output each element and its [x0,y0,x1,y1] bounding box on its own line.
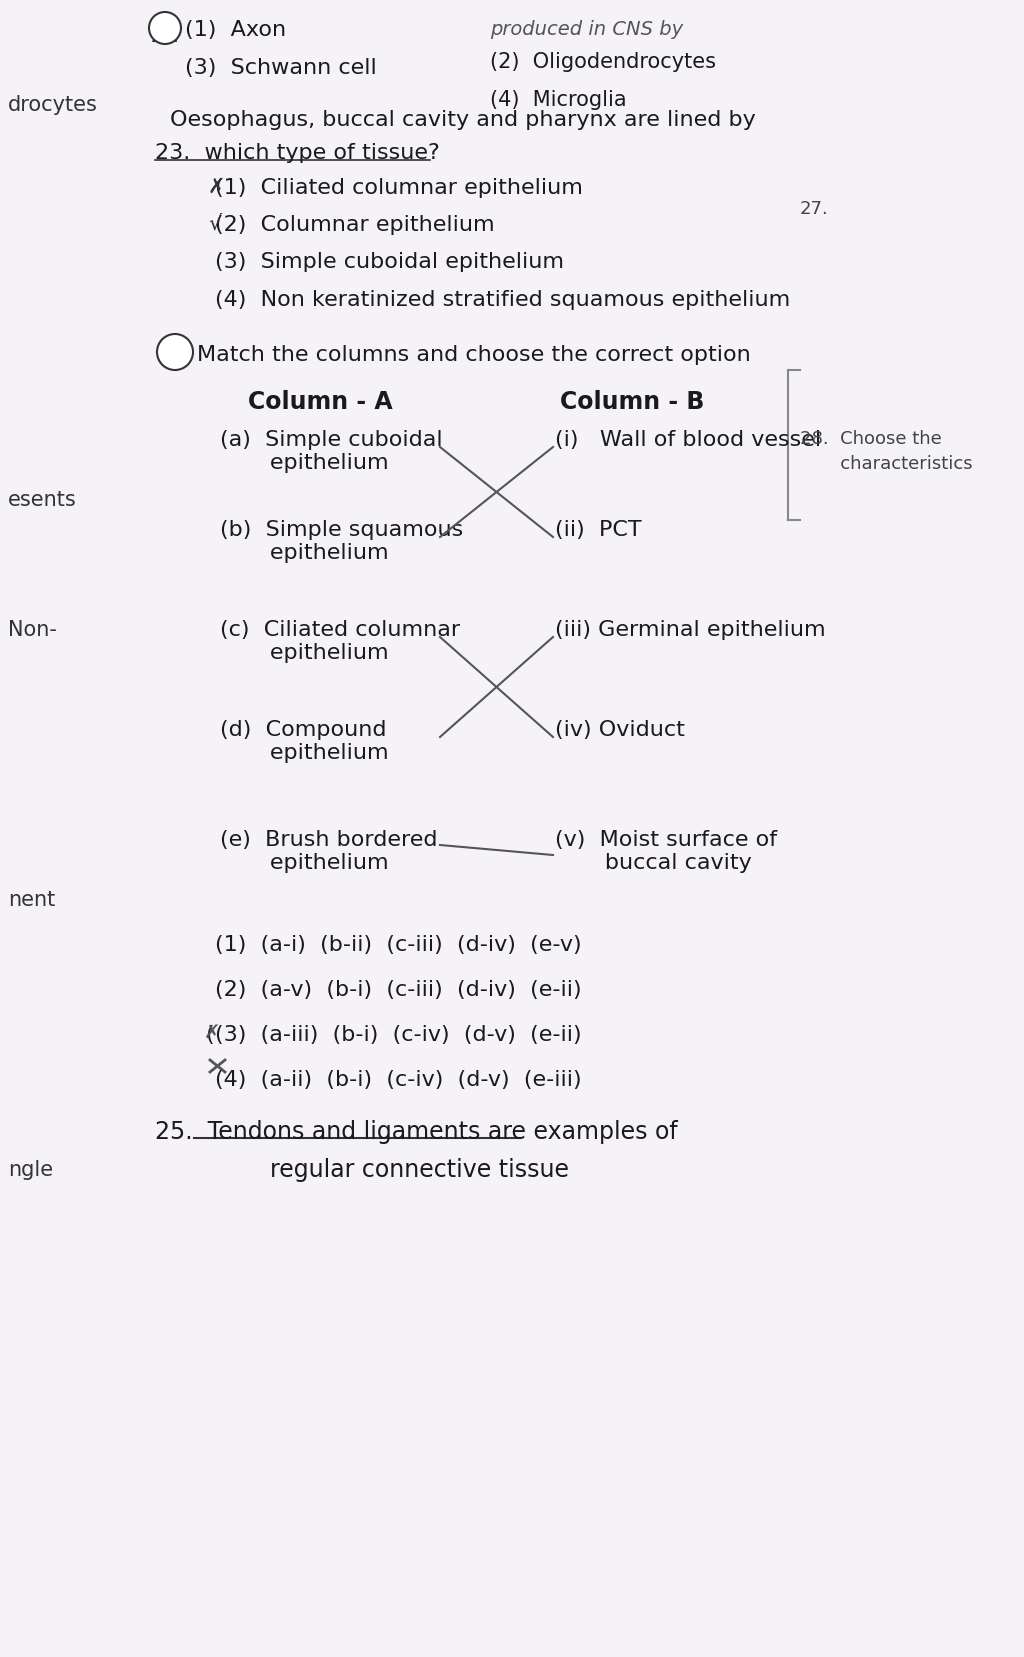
Text: Oesophagus, buccal cavity and pharynx are lined by: Oesophagus, buccal cavity and pharynx ar… [170,109,756,129]
Text: (4)  Microglia: (4) Microglia [490,89,627,109]
Text: (1)  Ciliated columnar epithelium: (1) Ciliated columnar epithelium [215,177,583,197]
Text: (i)   Wall of blood vessel: (i) Wall of blood vessel [555,431,821,451]
Text: (iii) Germinal epithelium: (iii) Germinal epithelium [555,620,825,640]
Circle shape [150,12,181,45]
Text: ✗: ✗ [204,1024,220,1042]
Text: ✗: ✗ [208,177,225,197]
Text: (d)  Compound
       epithelium: (d) Compound epithelium [220,721,389,764]
Text: (ii)  PCT: (ii) PCT [555,520,642,540]
Text: (1)  Axon: (1) Axon [185,20,286,40]
Text: 27.: 27. [800,200,828,219]
Text: √: √ [208,214,221,234]
Text: (2)  Columnar epithelium: (2) Columnar epithelium [215,215,495,235]
Text: 25.  Tendons and ligaments are examples of: 25. Tendons and ligaments are examples o… [155,1120,678,1143]
Text: 22.: 22. [151,28,179,46]
Text: Match the columns and choose the correct option: Match the columns and choose the correct… [197,345,751,365]
Text: (2)  Oligodendrocytes: (2) Oligodendrocytes [490,51,716,71]
Text: (3)  (a-iii)  (b-i)  (c-iv)  (d-v)  (e-ii): (3) (a-iii) (b-i) (c-iv) (d-v) (e-ii) [215,1026,582,1046]
Text: esents: esents [8,490,77,510]
Text: characteristics: characteristics [800,456,973,472]
Text: (e)  Brush bordered
       epithelium: (e) Brush bordered epithelium [220,830,437,873]
Text: (4)  (a-ii)  (b-i)  (c-iv)  (d-v)  (e-iii): (4) (a-ii) (b-i) (c-iv) (d-v) (e-iii) [215,1070,582,1090]
Text: Non-: Non- [8,620,57,640]
Text: (v)  Moist surface of
       buccal cavity: (v) Moist surface of buccal cavity [555,830,777,873]
Text: (1)  (a-i)  (b-ii)  (c-iii)  (d-iv)  (e-v): (1) (a-i) (b-ii) (c-iii) (d-iv) (e-v) [215,935,582,954]
Circle shape [157,335,193,370]
Text: (2)  (a-v)  (b-i)  (c-iii)  (d-iv)  (e-ii): (2) (a-v) (b-i) (c-iii) (d-iv) (e-ii) [215,979,582,1001]
Text: (3)  Schwann cell: (3) Schwann cell [185,58,377,78]
Text: 28.  Choose the: 28. Choose the [800,431,942,447]
Text: nent: nent [8,890,55,910]
Text: (b)  Simple squamous
       epithelium: (b) Simple squamous epithelium [220,520,463,563]
Text: (3)  Simple cuboidal epithelium: (3) Simple cuboidal epithelium [215,252,564,272]
Text: (4)  Non keratinized stratified squamous epithelium: (4) Non keratinized stratified squamous … [215,290,791,310]
Text: drocytes: drocytes [8,94,98,114]
Text: regular connective tissue: regular connective tissue [195,1158,569,1181]
Text: (: ( [205,1026,214,1046]
Text: (a)  Simple cuboidal
       epithelium: (a) Simple cuboidal epithelium [220,431,442,474]
Text: Column - B: Column - B [560,389,705,414]
Text: 23.  which type of tissue?: 23. which type of tissue? [155,143,439,162]
Text: produced in CNS by: produced in CNS by [490,20,683,40]
Text: ngle: ngle [8,1160,53,1180]
Text: Column - A: Column - A [248,389,392,414]
Text: (iv) Oviduct: (iv) Oviduct [555,721,685,741]
Text: (c)  Ciliated columnar
       epithelium: (c) Ciliated columnar epithelium [220,620,460,663]
Text: 24.: 24. [161,351,189,370]
